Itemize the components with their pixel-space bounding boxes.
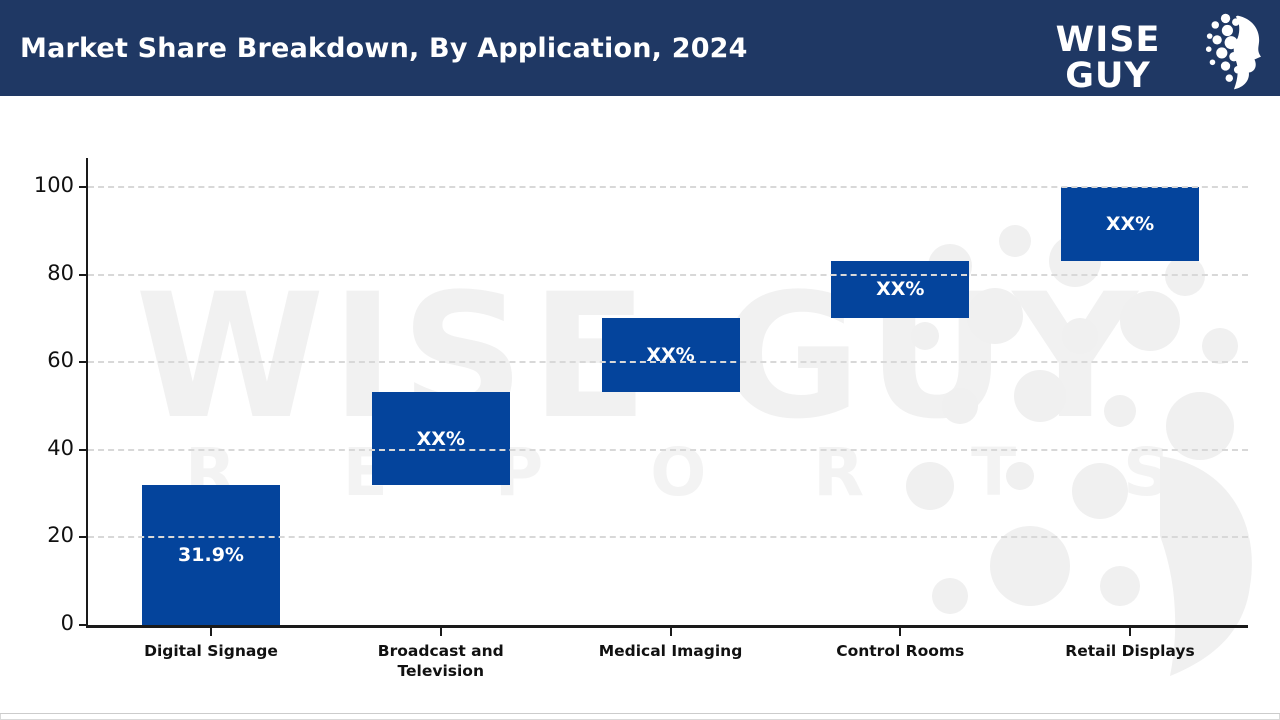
- y-tick-80: [79, 273, 88, 276]
- y-tick-60: [79, 361, 88, 364]
- y-tick-0: [79, 624, 88, 626]
- y-tick-100: [79, 185, 88, 188]
- bar-broadcast-and-television[interactable]: XX%: [371, 391, 510, 486]
- bar-value-label: XX%: [876, 278, 925, 301]
- page-title: Market Share Breakdown, By Application, …: [20, 32, 748, 64]
- x-tick-label: Medical Imaging: [598, 642, 743, 660]
- footer-divider: [0, 713, 1280, 714]
- x-tick-control-rooms: [899, 627, 902, 636]
- x-tick-label: Broadcast and Television: [377, 642, 504, 680]
- x-tick-medical-imaging: [669, 627, 672, 636]
- x-tick-label: Retail Displays: [1065, 642, 1195, 660]
- y-tick-label: 20: [47, 523, 74, 548]
- bar-value-label: XX%: [416, 427, 465, 450]
- gridline-40: [88, 448, 1248, 451]
- header-bar: Market Share Breakdown, By Application, …: [0, 0, 1280, 111]
- watermark-subtitle: R E P O R T S: [185, 434, 1213, 511]
- bar-medical-imaging[interactable]: XX%: [601, 317, 740, 392]
- y-tick-40: [79, 448, 88, 451]
- x-tick-retail-displays: [1129, 627, 1131, 636]
- x-tick-broadcast-and-television: [439, 627, 442, 636]
- x-axis-spine: [86, 625, 1248, 628]
- y-tick-20: [79, 536, 88, 539]
- y-axis-spine: [86, 158, 88, 628]
- logo-wordmark: WISE GUY: [1055, 20, 1161, 96]
- bar-value-label: XX%: [646, 343, 695, 366]
- x-tick-label: Digital Signage: [144, 642, 278, 660]
- y-tick-label: 60: [47, 348, 74, 373]
- bar-value-label: XX%: [1105, 212, 1155, 235]
- y-tick-label: 100: [33, 172, 74, 197]
- bar-value-label: 31.9%: [178, 544, 244, 567]
- gridline-100: [88, 185, 1248, 188]
- x-tick-label: Control Rooms: [836, 642, 965, 660]
- bar-control-rooms[interactable]: XX%: [831, 260, 970, 318]
- gridline-20: [88, 536, 1248, 539]
- y-tick-label: 0: [60, 611, 74, 635]
- gridline-60: [88, 361, 1248, 364]
- bar-retail-displays[interactable]: XX%: [1061, 186, 1199, 261]
- logo-face-icon: [1205, 13, 1261, 90]
- plot-region: 0 20 40 60 80 100 31.9% Digital Signage XX% Broad…: [0, 96, 1280, 714]
- y-tick-label: 40: [47, 435, 74, 460]
- gridline-80: [88, 273, 1248, 276]
- y-tick-label: 80: [47, 260, 74, 285]
- x-tick-digital-signage: [210, 627, 212, 636]
- chart-area: WISE GUY R E P O R T S 0 20 40 60 80 100 31.9%…: [0, 96, 1280, 714]
- bar-digital-signage[interactable]: 31.9%: [142, 485, 280, 625]
